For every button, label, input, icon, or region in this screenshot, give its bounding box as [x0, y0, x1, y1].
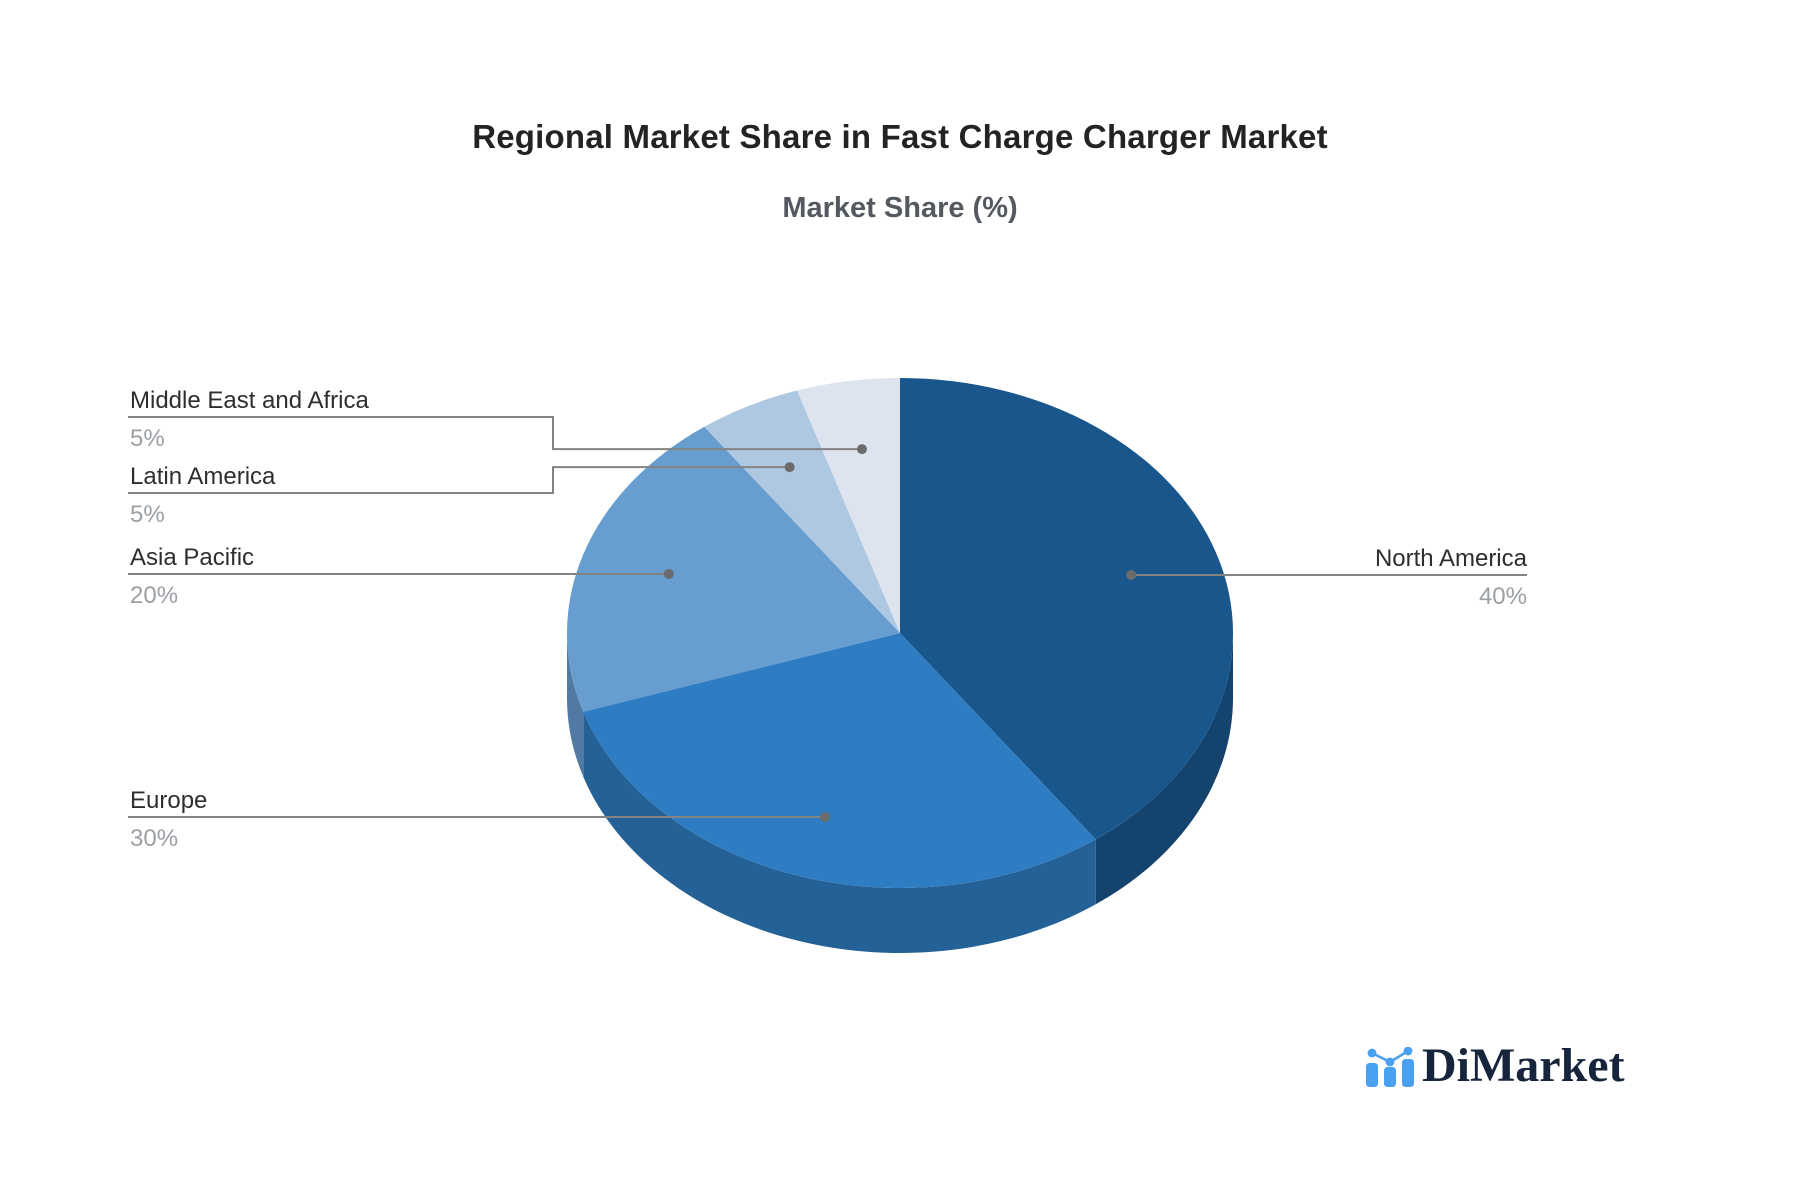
slice-label-north-america: North America: [1374, 545, 1527, 572]
chart-title: Regional Market Share in Fast Charge Cha…: [472, 118, 1328, 155]
pie-slice-middle-east-and-africa[interactable]: [797, 378, 900, 633]
pie-slice-side-asia-pacific: [567, 633, 584, 777]
brand-logo-text: DiMarket: [1422, 1039, 1625, 1092]
pie-slice-side-europe: [583, 711, 1096, 953]
pie-slice-europe[interactable]: [583, 633, 1096, 889]
pie-slice-side-north-america: [1095, 633, 1233, 905]
slice-value-north-america: 40%: [1478, 583, 1527, 610]
slice-value-middle-east-and-africa: 5%: [130, 425, 165, 452]
label-line-latin-america: [128, 466, 790, 494]
slice-label-middle-east-and-africa: Middle East and Africa: [130, 387, 369, 414]
slice-label-europe: Europe: [130, 787, 208, 814]
pie-slice-north-america[interactable]: [900, 378, 1234, 840]
label-dot-latin-america: [784, 462, 795, 473]
label-line-middle-east-and-africa: [128, 416, 862, 451]
slice-value-latin-america: 5%: [130, 501, 165, 528]
slice-label-asia-pacific: Asia Pacific: [130, 544, 255, 571]
label-dot-europe: [819, 812, 830, 822]
slice-label-latin-america: Latin America: [130, 463, 276, 490]
pie-slice-latin-america[interactable]: [704, 390, 900, 633]
chart-subtitle: Market Share (%): [782, 192, 1018, 224]
label-dot-asia-pacific: [663, 569, 674, 579]
label-dot-north-america: [1126, 570, 1137, 580]
brand-logo-icon: [1366, 1047, 1414, 1087]
pie-slice-asia-pacific[interactable]: [567, 426, 900, 712]
label-dot-middle-east-and-africa: [856, 444, 867, 455]
slice-value-europe: 30%: [130, 825, 179, 852]
slice-value-asia-pacific: 20%: [130, 582, 179, 609]
